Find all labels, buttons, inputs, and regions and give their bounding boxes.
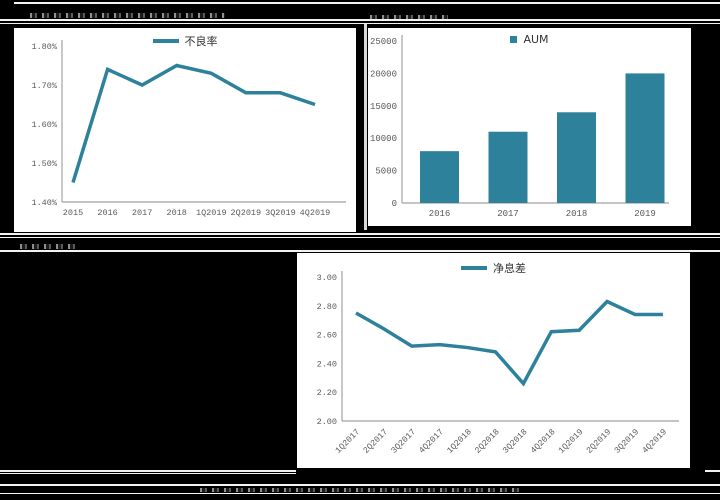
- y-tick-label: 3.00: [317, 273, 337, 283]
- nim-chart-panel: 3.00 2.80 2.60 2.40 2.20 2.00 1Q2017 2Q2017 3Q20…: [297, 253, 690, 468]
- legend-label: 净息差: [493, 262, 526, 275]
- x-tick-label: 2018: [566, 209, 588, 219]
- x-tick-label: 3Q2019: [265, 208, 296, 218]
- x-tick-label: 2015: [63, 208, 83, 218]
- y-tick-label: 15000: [370, 102, 397, 112]
- x-tick-label: 2019: [634, 209, 656, 219]
- divider-line: [0, 22, 720, 24]
- divider-line: [0, 233, 720, 235]
- legend-square-icon: [510, 36, 518, 43]
- data-line: [355, 299, 663, 387]
- y-tick-label: 1.40%: [31, 198, 57, 208]
- aum-chart: 25000 20000 15000 10000 5000 0 2016 2017 2018 201…: [370, 35, 669, 219]
- x-tick-label: 1Q2019: [557, 427, 586, 456]
- y-tick-label: 25000: [370, 37, 397, 47]
- x-tick-label: 1Q2019: [196, 208, 227, 218]
- y-tick-label: 10000: [370, 134, 397, 144]
- divider-line: [0, 470, 296, 472]
- legend-line-icon: [461, 266, 487, 270]
- x-tick-label: 2018: [167, 208, 187, 218]
- y-tick-label: 1.50%: [31, 159, 57, 169]
- y-tick-label: 2.40: [317, 359, 337, 369]
- panel-edge-strip: [364, 24, 367, 230]
- x-tick-label: 3Q2017: [389, 427, 418, 456]
- x-tick-label: 4Q2019: [300, 208, 331, 218]
- y-tick-label: 2.60: [317, 331, 337, 341]
- nim-chart-legend: 净息差: [297, 260, 690, 276]
- legend-line-icon: [152, 39, 179, 43]
- bar-2017: [488, 131, 528, 203]
- aum-chart-legend: AUM: [368, 33, 691, 46]
- y-tick-label: 2.00: [317, 417, 337, 427]
- bar-2018: [557, 112, 596, 203]
- npl-ratio-chart: 1.80% 1.70% 1.60% 1.50% 1.40% 2015 2016 2017 201…: [31, 40, 346, 218]
- x-tick-label: 2Q2019: [231, 208, 262, 218]
- x-tick-label: 2017: [132, 208, 152, 218]
- y-tick-label: 20000: [370, 69, 397, 79]
- redacted-left-chart-title: [30, 13, 225, 18]
- data-line: [71, 63, 316, 184]
- y-tick-label: 1.80%: [31, 42, 57, 52]
- y-tick-label: 2.80: [317, 302, 337, 312]
- x-tick-label: 2Q2019: [585, 427, 614, 456]
- divider-line: [14, 2, 720, 4]
- x-tick-label: 2016: [429, 209, 451, 219]
- x-tick-label: 3Q2018: [501, 427, 530, 456]
- npl-chart-legend: 不良率: [14, 33, 356, 49]
- y-tick-label: 0: [392, 199, 397, 209]
- divider-line: [0, 236, 720, 238]
- x-tick-label: 2016: [97, 208, 117, 218]
- legend-label: AUM: [523, 33, 549, 46]
- redacted-footer-text: [200, 487, 520, 492]
- x-tick-label: 3Q2019: [612, 427, 641, 456]
- redacted-bottom-chart-title: [20, 244, 80, 249]
- x-tick-label: 1Q2017: [333, 427, 362, 456]
- divider-line: [0, 19, 720, 21]
- x-tick-label: 2017: [497, 209, 519, 219]
- aum-chart-panel: 25000 20000 15000 10000 5000 0 2016 2017 2018 201…: [368, 28, 691, 226]
- divider-line: [0, 484, 720, 486]
- bar-2019: [625, 73, 665, 204]
- legend-label: 不良率: [184, 35, 218, 48]
- bar-2016: [420, 151, 459, 203]
- redacted-right-chart-title: [370, 15, 448, 19]
- x-tick-label: 4Q2019: [640, 427, 669, 456]
- npl-ratio-chart-panel: 1.80% 1.70% 1.60% 1.50% 1.40% 2015 2016 2017 201…: [14, 28, 356, 232]
- divider-line: [705, 470, 720, 472]
- y-tick-label: 5000: [375, 167, 397, 177]
- divider-line: [0, 250, 720, 252]
- y-tick-label: 1.60%: [31, 120, 57, 130]
- x-tick-label: 4Q2018: [529, 427, 558, 456]
- y-tick-label: 1.70%: [31, 81, 57, 91]
- divider-line: [0, 492, 720, 494]
- divider-line: [0, 473, 296, 474]
- x-tick-label: 2Q2017: [361, 427, 390, 456]
- x-tick-label: 2Q2018: [473, 427, 502, 456]
- x-tick-label: 1Q2018: [445, 427, 474, 456]
- y-tick-label: 2.20: [317, 388, 337, 398]
- x-tick-label: 4Q2017: [417, 427, 446, 456]
